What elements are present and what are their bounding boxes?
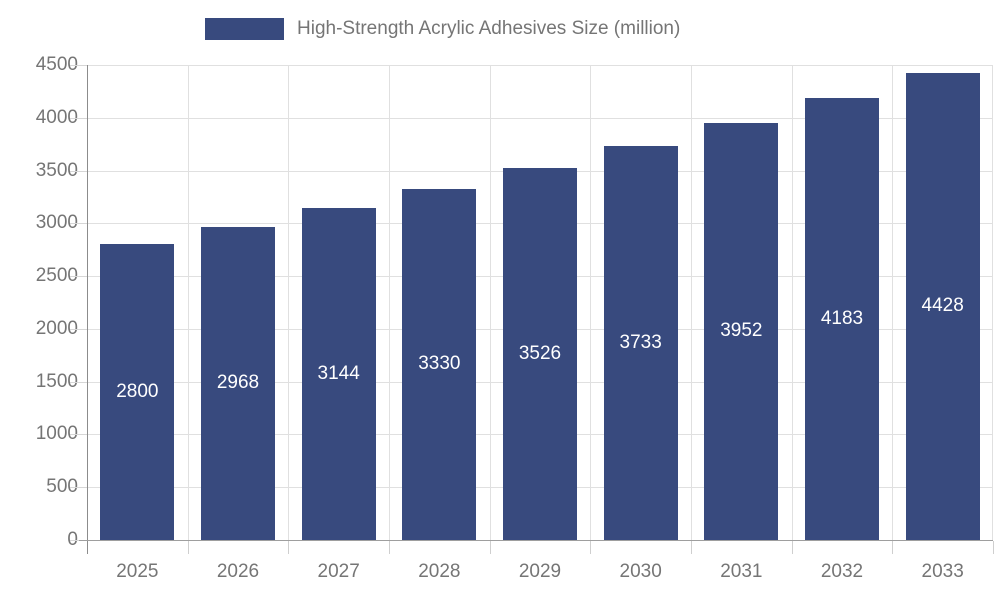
y-axis-label: 500 <box>46 476 78 498</box>
vertical-gridline <box>489 65 491 540</box>
horizontal-gridline <box>87 117 993 119</box>
x-axis-tick <box>993 541 994 554</box>
bar-value-label: 4183 <box>820 308 864 330</box>
bar-value-label: 3952 <box>720 320 763 342</box>
bar-value-label: 3526 <box>518 342 562 364</box>
x-axis-label: 2027 <box>317 561 360 582</box>
y-axis-line <box>87 65 88 554</box>
x-axis-line <box>79 540 993 541</box>
bar-2027[interactable] <box>301 208 376 540</box>
x-axis-tick <box>187 541 189 554</box>
bar-2026[interactable] <box>201 226 275 540</box>
bar-value-label: 4428 <box>921 295 964 317</box>
y-axis-tick <box>70 328 87 330</box>
y-axis-tick <box>70 117 87 119</box>
x-axis-tick <box>389 541 390 554</box>
vertical-gridline <box>590 65 592 540</box>
x-axis-tick <box>288 541 290 554</box>
x-axis-label: 2026 <box>216 561 260 582</box>
y-axis-tick <box>70 65 87 66</box>
x-axis-label: 2029 <box>518 561 562 582</box>
y-axis-tick <box>70 223 87 225</box>
y-axis-label: 0 <box>0 530 78 550</box>
bar-value-label: 3733 <box>619 331 662 353</box>
y-axis-tick <box>70 170 87 172</box>
legend-swatch <box>205 18 284 40</box>
x-axis-tick <box>489 541 491 554</box>
vertical-gridline <box>791 65 793 540</box>
vertical-gridline <box>389 65 390 540</box>
y-axis-label: 3000 <box>35 212 78 234</box>
y-axis-label: 4000 <box>35 106 78 128</box>
x-axis-label: 2028 <box>418 561 461 582</box>
y-axis-label: 1500 <box>35 370 78 392</box>
vertical-gridline <box>892 65 894 540</box>
vertical-gridline <box>187 65 189 540</box>
bar-2032[interactable] <box>805 98 879 540</box>
y-axis-tick <box>70 276 87 278</box>
x-axis-tick <box>691 541 692 554</box>
x-axis-tick <box>892 541 894 554</box>
bar-2025[interactable] <box>100 244 175 540</box>
bar-2033[interactable] <box>905 72 980 540</box>
bar-value-label: 2968 <box>216 372 260 394</box>
x-axis-label: 2031 <box>720 561 763 582</box>
y-axis-label: 3500 <box>35 159 78 181</box>
x-axis-tick <box>590 541 592 554</box>
y-axis-tick <box>70 434 87 436</box>
bar-value-label: 3330 <box>418 353 461 375</box>
y-axis-tick <box>70 540 87 541</box>
x-axis-label: 2032 <box>820 561 864 582</box>
y-axis-label: 4500 <box>35 54 78 75</box>
bar-value-label: 3144 <box>317 363 360 385</box>
y-axis-tick <box>70 381 87 383</box>
bar-2031[interactable] <box>704 122 779 540</box>
x-axis-label: 2033 <box>921 561 964 582</box>
bar-value-label: 2800 <box>116 381 159 403</box>
legend-item[interactable]: High-Strength Acrylic Adhesives Size (mi… <box>205 18 680 40</box>
legend-label: High-Strength Acrylic Adhesives Size (mi… <box>297 18 681 39</box>
bar-2028[interactable] <box>402 188 477 540</box>
bar-2030[interactable] <box>603 145 678 540</box>
x-axis-tick <box>791 541 793 554</box>
plot-area: 2800 2968 3144 3330 3526 3733 3952 4183 4428 <box>87 65 993 540</box>
y-axis-label: 2000 <box>35 317 78 339</box>
vertical-gridline <box>288 65 290 540</box>
y-axis-label: 2500 <box>35 265 78 287</box>
x-axis-label: 2030 <box>619 561 662 582</box>
vertical-gridline <box>691 65 692 540</box>
horizontal-gridline <box>87 65 993 66</box>
y-axis-label: 1000 <box>35 423 78 445</box>
y-axis-tick <box>70 487 87 489</box>
vertical-gridline <box>992 65 993 540</box>
x-axis-label: 2025 <box>116 561 159 582</box>
bar-2029[interactable] <box>503 167 577 540</box>
